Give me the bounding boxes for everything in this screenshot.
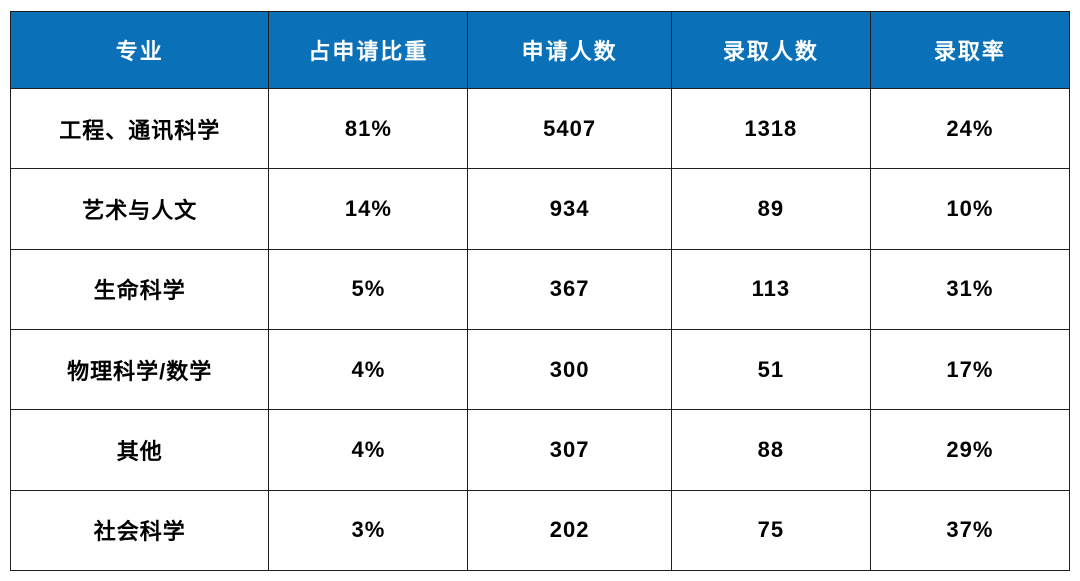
- table-cell: 202: [467, 489, 672, 572]
- table-cell: 物理科学/数学: [9, 328, 270, 411]
- table-row: 艺术与人文 14% 934 89 10%: [9, 168, 1071, 250]
- table-row: 生命科学 5% 367 113 31%: [9, 248, 1071, 330]
- table-row: 物理科学/数学 4% 300 51 17%: [9, 328, 1071, 411]
- header-cell-application-share: 占申请比重: [268, 11, 469, 89]
- admission-stats-table: 专业 占申请比重 申请人数 录取人数 录取率 工程、通讯科学 81% 5407 131…: [9, 11, 1071, 572]
- table-cell: 社会科学: [9, 489, 270, 572]
- table-cell: 51: [670, 328, 871, 411]
- header-cell-admitted: 录取人数: [670, 11, 871, 89]
- header-cell-applicants: 申请人数: [467, 11, 672, 89]
- table-cell: 4%: [268, 409, 469, 491]
- table-body: 工程、通讯科学 81% 5407 1318 24% 艺术与人文 14% 934 89 10% 生命科…: [9, 87, 1071, 572]
- table-cell: 5%: [268, 248, 469, 330]
- table-cell: 1318: [670, 87, 871, 170]
- table-header: 专业 占申请比重 申请人数 录取人数 录取率: [9, 11, 1071, 89]
- table-cell: 29%: [869, 409, 1071, 491]
- table-cell: 89: [670, 168, 871, 250]
- table-row: 其他 4% 307 88 29%: [9, 409, 1071, 491]
- table-cell: 工程、通讯科学: [9, 87, 270, 170]
- header-cell-admission-rate: 录取率: [869, 11, 1071, 89]
- table-cell: 其他: [9, 409, 270, 491]
- table-cell: 88: [670, 409, 871, 491]
- table-cell: 31%: [869, 248, 1071, 330]
- table-row: 工程、通讯科学 81% 5407 1318 24%: [9, 87, 1071, 170]
- table-cell: 17%: [869, 328, 1071, 411]
- table-cell: 81%: [268, 87, 469, 170]
- table-cell: 367: [467, 248, 672, 330]
- header-cell-major: 专业: [9, 11, 270, 89]
- table-cell: 300: [467, 328, 672, 411]
- table-cell: 10%: [869, 168, 1071, 250]
- table-cell: 5407: [467, 87, 672, 170]
- table-cell: 艺术与人文: [9, 168, 270, 250]
- table-cell: 934: [467, 168, 672, 250]
- table-cell: 3%: [268, 489, 469, 572]
- table-cell: 113: [670, 248, 871, 330]
- header-row: 专业 占申请比重 申请人数 录取人数 录取率: [9, 11, 1071, 89]
- table-cell: 75: [670, 489, 871, 572]
- table-cell: 生命科学: [9, 248, 270, 330]
- table-cell: 307: [467, 409, 672, 491]
- table-cell: 24%: [869, 87, 1071, 170]
- table-cell: 14%: [268, 168, 469, 250]
- table-cell: 37%: [869, 489, 1071, 572]
- table-cell: 4%: [268, 328, 469, 411]
- table-row: 社会科学 3% 202 75 37%: [9, 489, 1071, 572]
